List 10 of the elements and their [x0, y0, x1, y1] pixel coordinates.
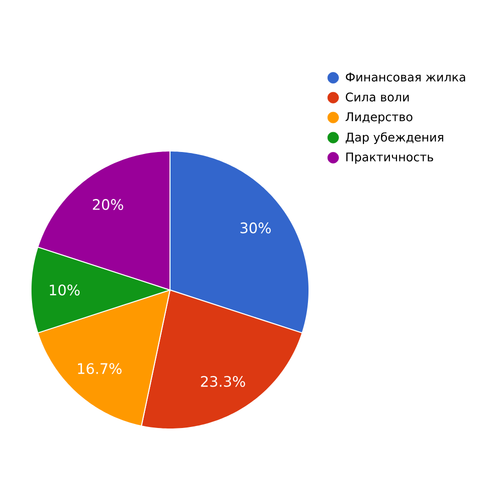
- data-label: 10%: [50, 284, 80, 296]
- data-label: 23.3%: [201, 376, 246, 387]
- data-label: 30%: [240, 222, 271, 234]
- data-label: 16.7%: [78, 363, 122, 374]
- legend-label: Сила воли: [346, 92, 409, 102]
- legend-label: Лидерство: [346, 112, 412, 124]
- legend-label: Практичность: [346, 152, 434, 164]
- data-label: 20%: [92, 199, 124, 210]
- legend-label: Дар убеждения: [346, 132, 444, 144]
- legend-label: Финансовая жилка: [346, 72, 466, 82]
